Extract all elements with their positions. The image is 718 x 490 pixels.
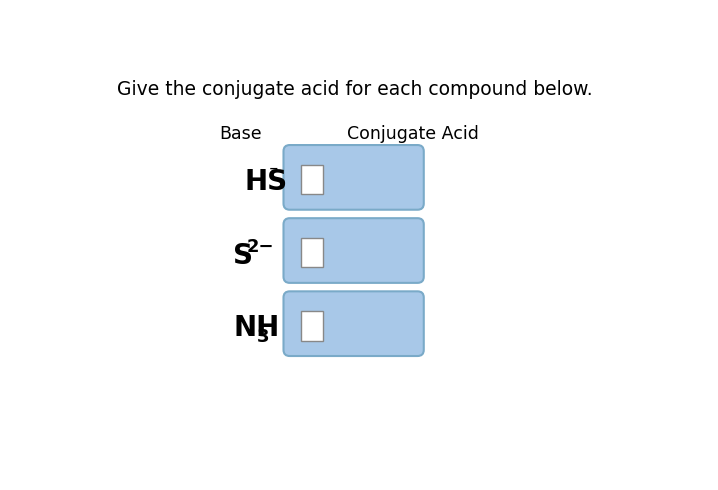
FancyBboxPatch shape: [284, 145, 424, 210]
Text: ⁻: ⁻: [269, 164, 279, 182]
FancyBboxPatch shape: [284, 292, 424, 356]
Text: Base: Base: [220, 125, 262, 143]
Text: Give the conjugate acid for each compound below.: Give the conjugate acid for each compoun…: [117, 80, 592, 99]
FancyBboxPatch shape: [302, 311, 323, 341]
FancyBboxPatch shape: [284, 218, 424, 283]
Text: 3: 3: [257, 328, 269, 346]
FancyBboxPatch shape: [302, 238, 323, 268]
Text: NH: NH: [233, 314, 279, 343]
Text: 2−: 2−: [246, 238, 274, 256]
Text: Conjugate Acid: Conjugate Acid: [347, 125, 479, 143]
FancyBboxPatch shape: [302, 165, 323, 195]
Text: S: S: [233, 242, 253, 270]
Text: HS: HS: [245, 168, 288, 196]
